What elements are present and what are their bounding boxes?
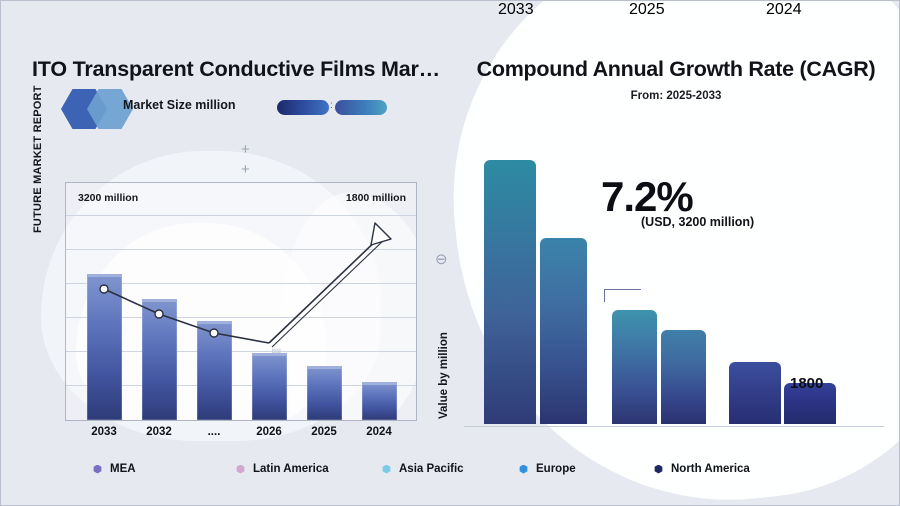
legend-label: MEA xyxy=(110,463,136,475)
left-chart-x-axis: 2033 2032 .... 2026 2025 2024 xyxy=(65,426,417,446)
legend-pill-secondary xyxy=(335,100,387,115)
chart-legend: MEA Latin America Asia Pacific Europe No… xyxy=(1,463,899,487)
market-size-label: Market Size million xyxy=(123,98,236,112)
gridline xyxy=(66,283,416,284)
left-chart-corner-label-end: 1800 million xyxy=(345,192,406,204)
x-label-2032: 2032 xyxy=(146,426,172,438)
legend-marker-icon xyxy=(93,464,102,474)
right-chart-y-axis-label: Value by million xyxy=(438,332,450,419)
bar-2033-upper xyxy=(484,160,536,424)
legend-pill-primary xyxy=(277,100,329,115)
right-x-label-2025: 2025 xyxy=(629,1,665,18)
left-chart-y-axis-label: FUTURE MARKET REPORT xyxy=(32,85,44,233)
legend-item-north-america: North America xyxy=(654,463,750,475)
x-label-2033: 2033 xyxy=(91,426,117,438)
bar-2024 xyxy=(362,382,397,420)
right-x-label-2033: 2033 xyxy=(498,1,534,18)
legend-label: North America xyxy=(671,463,750,475)
right-chart-tick-mark xyxy=(604,289,641,302)
bar-2025-upper xyxy=(612,310,657,424)
bar-data-label-2024: 1800 xyxy=(790,375,824,392)
market-size-hexagon-icon xyxy=(61,89,133,129)
gridline xyxy=(66,317,416,318)
x-label-2025: 2025 xyxy=(311,426,337,438)
plus-icon-lower: + xyxy=(241,161,250,178)
legend-pill-separator: : xyxy=(330,100,333,111)
gridline xyxy=(66,249,416,250)
bar-2024-upper xyxy=(729,362,781,424)
legend-marker-icon xyxy=(654,464,663,474)
gridline xyxy=(66,351,416,352)
plus-icon-upper: + xyxy=(241,141,250,158)
bar-2026 xyxy=(252,353,287,420)
gridline xyxy=(66,215,416,216)
right-chart-baseline xyxy=(464,426,884,427)
cagr-note: (USD, 3200 million) xyxy=(641,215,755,229)
trend-line-overlay xyxy=(99,222,392,348)
left-chart-corner-label-start: 3200 million xyxy=(78,192,139,204)
bar-2025 xyxy=(307,366,342,420)
minus-circle-icon: ⊖ xyxy=(435,251,448,268)
legend-marker-icon xyxy=(236,464,245,474)
cagr-value: 7.2% xyxy=(601,173,694,220)
right-chart-subtitle: From: 2025-2033 xyxy=(630,90,722,102)
x-label-2026: 2026 xyxy=(256,426,282,438)
legend-label: Europe xyxy=(536,463,576,475)
legend-label: Latin America xyxy=(253,463,329,475)
left-chart-plot-area: 3200 million 1800 million ▤ ▥ xyxy=(65,182,417,421)
bar-2032 xyxy=(142,299,177,420)
legend-marker-icon xyxy=(382,464,391,474)
x-label-dots: .... xyxy=(207,426,221,438)
right-x-label-2024: 2024 xyxy=(766,1,802,18)
x-label-2024: 2024 xyxy=(366,426,392,438)
legend-item-europe: Europe xyxy=(519,463,576,475)
bar-2024-lower xyxy=(784,383,836,424)
right-chart-title: Compound Annual Growth Rate (CAGR) xyxy=(476,57,876,81)
legend-marker-icon xyxy=(519,464,528,474)
legend-label: Asia Pacific xyxy=(399,463,464,475)
gridline xyxy=(66,385,416,386)
legend-item-asia-pacific: Asia Pacific xyxy=(382,463,464,475)
legend-item-mea: MEA xyxy=(93,463,136,475)
bar-2025-lower xyxy=(661,330,706,424)
left-chart-title: ITO Transparent Conductive Films Mar… xyxy=(32,57,440,81)
bar-2033-lower xyxy=(540,238,587,424)
legend-item-latin-america: Latin America xyxy=(236,463,329,475)
bar-2033 xyxy=(87,274,122,420)
